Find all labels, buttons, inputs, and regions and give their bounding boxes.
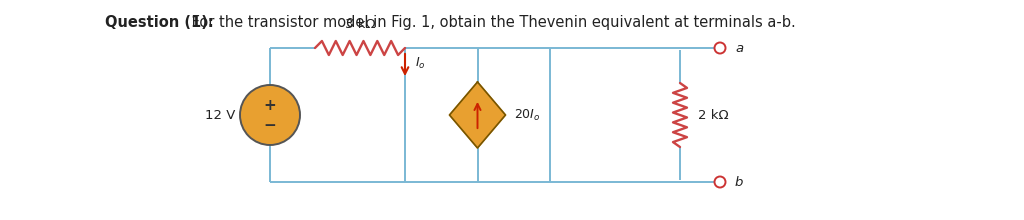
Text: 2 kΩ: 2 kΩ [698,108,729,121]
Circle shape [240,85,300,145]
Text: +: + [263,97,276,112]
Text: 12 V: 12 V [205,108,234,121]
Text: a: a [735,42,743,55]
Text: $20I_o$: $20I_o$ [513,107,540,123]
Polygon shape [450,82,506,148]
Text: 3 kΩ: 3 kΩ [345,18,376,31]
Text: b: b [735,176,743,189]
Text: Question (1):: Question (1): [105,15,214,30]
Text: −: − [263,117,276,132]
Text: $I_o$: $I_o$ [415,55,426,71]
Circle shape [715,176,725,187]
Circle shape [715,42,725,53]
Text: For the transistor model in Fig. 1, obtain the Thevenin equivalent at terminals : For the transistor model in Fig. 1, obta… [187,15,796,30]
